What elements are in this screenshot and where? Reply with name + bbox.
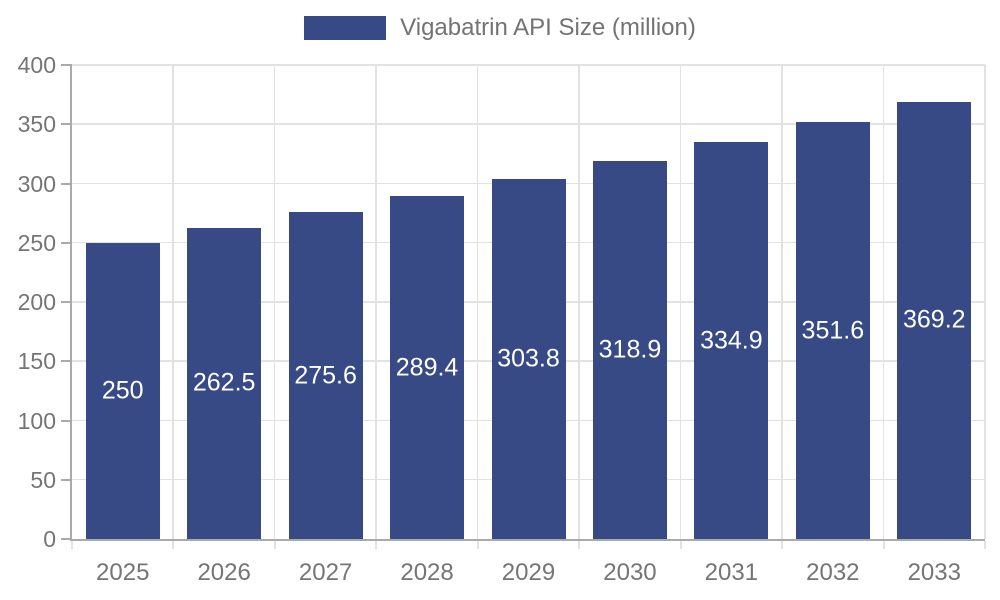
- y-axis-tick-label: 0: [43, 526, 56, 552]
- x-tick: [679, 541, 682, 549]
- chart-legend[interactable]: Vigabatrin API Size (million): [0, 14, 1000, 42]
- y-tick: [61, 478, 72, 481]
- bar-value-label: 262.5: [192, 368, 256, 397]
- bar: 275.6: [288, 212, 363, 539]
- bar: 369.2: [897, 101, 972, 539]
- x-axis-tick-label: 2029: [501, 559, 556, 586]
- x-axis-tick-label: 2030: [603, 559, 657, 586]
- plot-area: 250 262.5 275.6 289.4 303.8 318.9 334.9 351.6 36…: [61, 64, 986, 549]
- x-gridline: [679, 65, 682, 539]
- legend-swatch-icon: [304, 16, 387, 40]
- x-axis-tick-label: 2033: [907, 559, 961, 586]
- x-axis: 2025 2026 2027 2028 2029 2030 2031 2032 2033: [72, 551, 985, 591]
- bar: 334.9: [694, 142, 769, 539]
- y-axis-tick-label: 300: [17, 170, 56, 197]
- x-axis-tick-label: 2027: [298, 559, 353, 586]
- bar-value-label: 275.6: [294, 361, 357, 390]
- bar: 250: [85, 242, 160, 539]
- y-tick: [61, 64, 72, 66]
- y-tick: [61, 419, 72, 422]
- bar: 318.9: [592, 161, 667, 539]
- bar-value-label: 250: [101, 376, 144, 405]
- x-axis-tick-label: 2028: [400, 559, 454, 586]
- x-axis-tick-label: 2026: [197, 559, 251, 586]
- bar-value-label: 318.9: [598, 335, 662, 364]
- y-gridline: [72, 64, 985, 66]
- y-tick: [61, 301, 72, 303]
- x-axis-tick-label: 2032: [806, 559, 860, 586]
- bar: 351.6: [795, 122, 870, 539]
- y-tick: [61, 241, 72, 244]
- x-tick: [882, 541, 885, 549]
- x-axis-tick-label: 2025: [96, 559, 150, 586]
- x-gridline: [172, 65, 174, 539]
- x-tick: [578, 541, 581, 549]
- x-tick: [984, 541, 986, 549]
- y-axis-tick-label: 150: [17, 348, 56, 375]
- bar: 262.5: [187, 227, 262, 539]
- bar-value-label: 351.6: [801, 316, 865, 345]
- y-axis-tick-label: 350: [17, 111, 56, 138]
- bar: 289.4: [390, 196, 465, 539]
- y-axis-tick-label: 100: [17, 407, 56, 434]
- y-tick: [61, 360, 72, 363]
- y-tick: [61, 538, 72, 540]
- bar-value-label: 369.2: [902, 305, 966, 334]
- y-axis-tick-label: 50: [30, 466, 56, 493]
- bar: 303.8: [491, 179, 566, 539]
- bar-value-label: 334.9: [700, 326, 763, 355]
- x-tick: [71, 541, 73, 549]
- x-gridline: [273, 65, 276, 539]
- x-tick: [273, 541, 276, 549]
- x-tick: [172, 541, 175, 549]
- y-tick: [61, 123, 72, 126]
- y-axis-tick-label: 250: [17, 229, 56, 256]
- x-gridline: [476, 65, 479, 539]
- legend-label: Vigabatrin API Size (million): [400, 14, 696, 41]
- bar-value-label: 303.8: [497, 344, 560, 373]
- y-tick: [61, 182, 72, 185]
- y-gridline: [72, 123, 985, 125]
- x-gridline: [882, 65, 885, 539]
- x-tick: [781, 541, 784, 549]
- x-axis-tick-label: 2031: [704, 559, 759, 586]
- x-gridline: [375, 65, 377, 539]
- y-axis: 0 50 100 150 200 250 300 350 400: [0, 52, 56, 552]
- y-axis-tick-label: 200: [17, 289, 56, 315]
- x-tick: [476, 541, 479, 549]
- bar-value-label: 289.4: [395, 353, 459, 382]
- y-axis-tick-label: 400: [17, 52, 56, 78]
- x-gridline: [781, 65, 783, 539]
- x-gridline: [578, 65, 580, 539]
- x-tick: [375, 541, 378, 549]
- x-gridline: [984, 65, 986, 539]
